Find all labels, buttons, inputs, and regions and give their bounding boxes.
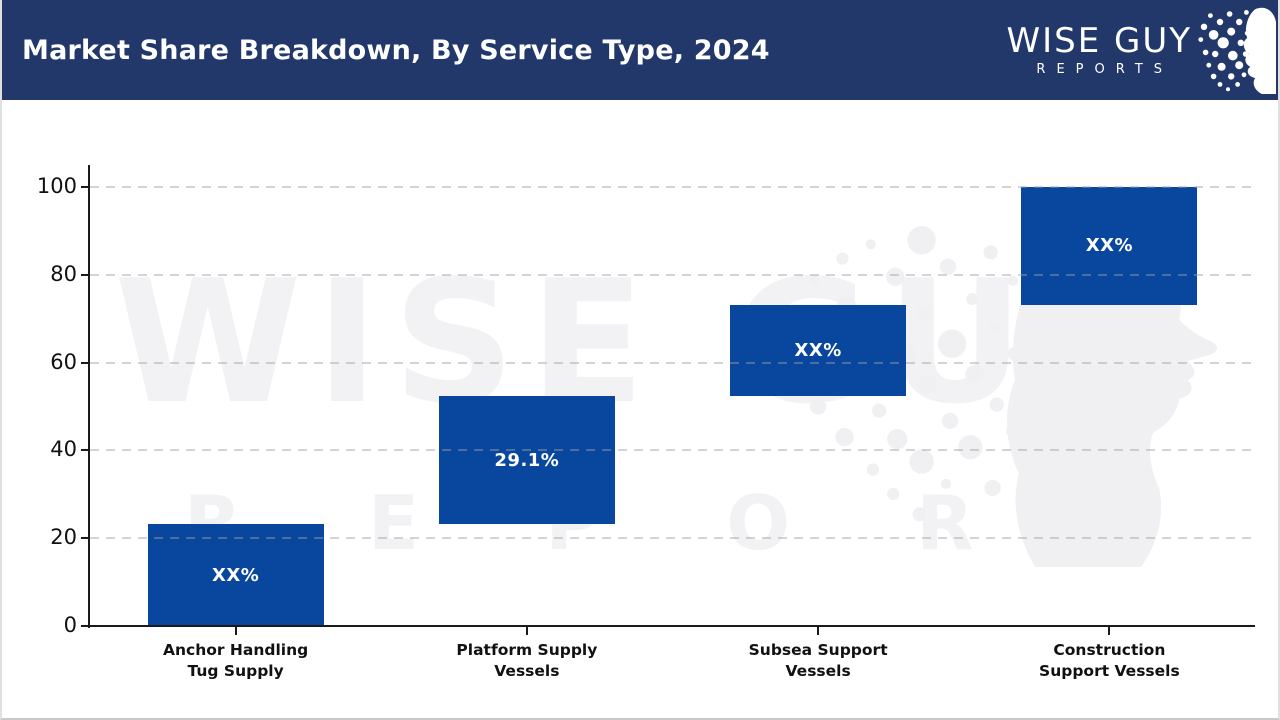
x-tick-construction-support-vessels — [1108, 627, 1111, 635]
x-tick-anchor-handling-tug-supply — [234, 627, 237, 635]
brand-subtitle-text: REPORTS — [1036, 61, 1174, 77]
y-gridline-80 — [90, 273, 1255, 276]
bar-platform-supply-vessels: 29.1% — [438, 396, 615, 525]
x-category-label-line: Platform Supply — [456, 641, 598, 659]
bar-construction-support-vessels: XX% — [1021, 186, 1198, 305]
y-tick-20 — [81, 537, 88, 540]
y-gridline-60 — [90, 361, 1255, 364]
bar-subsea-support-vessels: XX% — [730, 304, 907, 397]
x-category-label-line: Vessels — [785, 662, 851, 680]
dotted-face-logo-icon — [1198, 7, 1276, 94]
x-category-label-subsea-support-vessels: Subsea Support Vessels — [698, 640, 938, 682]
y-tick-label-20: 20 — [50, 525, 77, 550]
brand-wordmark: WISE GUY REPORTS — [1006, 24, 1192, 77]
y-gridline-40 — [90, 449, 1255, 452]
y-tick-80 — [81, 273, 88, 276]
y-tick-label-60: 60 — [50, 349, 77, 374]
y-tick-60 — [81, 361, 88, 364]
x-tick-platform-supply-vessels — [525, 627, 528, 635]
y-axis-spine — [88, 165, 90, 628]
brand-logo: WISE GUY REPORTS — [1006, 0, 1276, 100]
x-tick-subsea-support-vessels — [817, 627, 820, 635]
watermark-wordmark-line1: WISE GUY — [114, 244, 1176, 442]
x-axis-spine — [88, 625, 1255, 627]
y-tick-label-80: 80 — [50, 261, 77, 286]
bar-anchor-handling-tug-supply: XX% — [147, 524, 324, 626]
y-gridline-20 — [90, 537, 1255, 540]
x-category-label-line: Tug Supply — [187, 662, 284, 680]
bar-value-label-construction-support-vessels: XX% — [1085, 235, 1134, 257]
x-category-label-line: Support Vessels — [1039, 662, 1180, 680]
bar-value-label-subsea-support-vessels: XX% — [794, 339, 842, 361]
y-tick-label-0: 0 — [63, 613, 77, 637]
x-category-label-anchor-handling-tug-supply: Anchor Handling Tug Supply — [116, 640, 356, 682]
y-tick-40 — [81, 449, 88, 452]
y-tick-label-40: 40 — [50, 437, 77, 462]
bar-value-label-platform-supply-vessels: 29.1% — [494, 449, 560, 471]
brand-name-text: WISE GUY — [1006, 20, 1192, 61]
header-band: Market Share Breakdown, By Service Type,… — [2, 0, 1278, 100]
y-gridline-100 — [90, 185, 1255, 188]
bar-value-label-anchor-handling-tug-supply: XX% — [211, 564, 260, 586]
x-category-label-line: Vessels — [494, 662, 560, 680]
x-category-label-line: Subsea Support — [748, 641, 888, 659]
x-category-label-line: Anchor Handling — [162, 641, 309, 659]
page-title: Market Share Breakdown, By Service Type,… — [22, 34, 770, 66]
y-tick-100 — [81, 185, 88, 188]
y-tick-label-100: 100 — [36, 173, 77, 198]
y-tick-0 — [81, 625, 88, 627]
x-category-label-platform-supply-vessels: Platform Supply Vessels — [407, 640, 647, 682]
x-category-label-construction-support-vessels: Construction Support Vessels — [989, 640, 1229, 682]
x-category-label-line: Construction — [1053, 641, 1166, 659]
